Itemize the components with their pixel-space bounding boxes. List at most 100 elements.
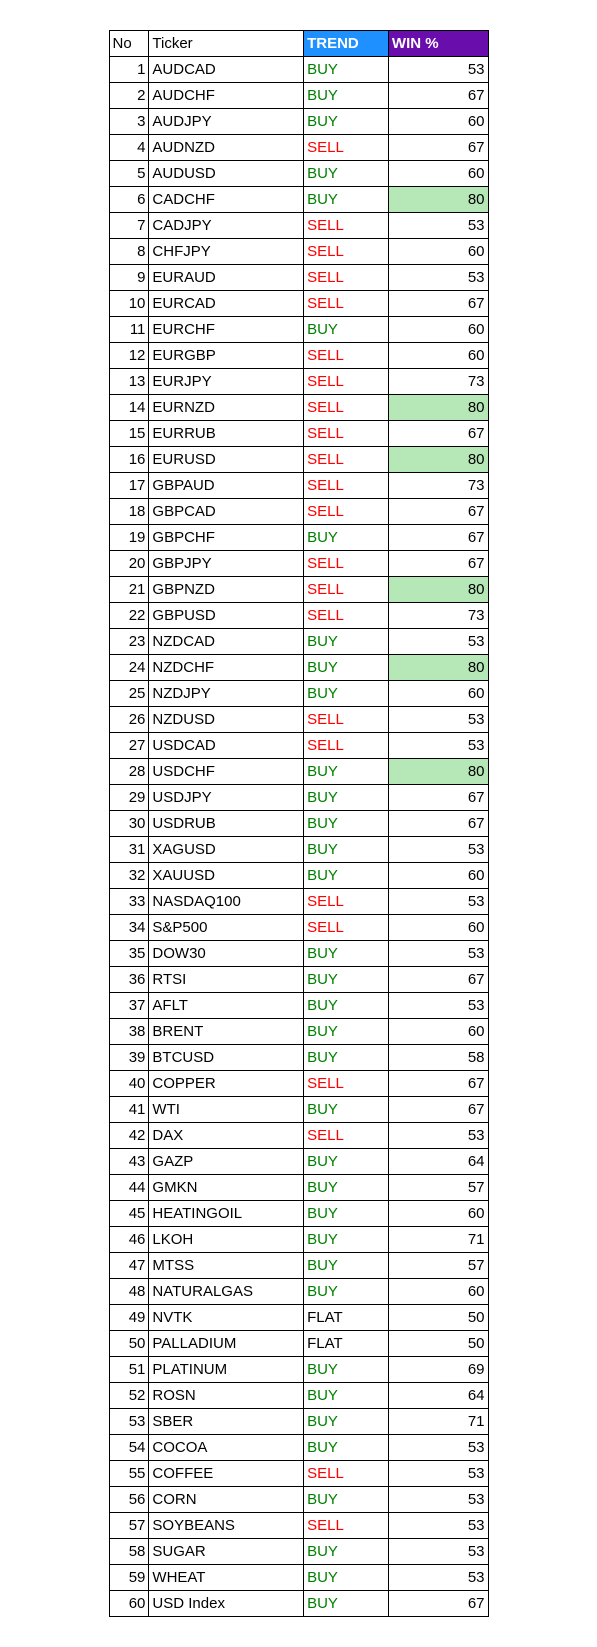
- cell-trend: SELL: [304, 577, 389, 603]
- cell-ticker: DAX: [149, 1123, 304, 1149]
- table-row: 41WTIBUY67: [109, 1097, 488, 1123]
- cell-no: 12: [109, 343, 149, 369]
- cell-no: 55: [109, 1461, 149, 1487]
- cell-ticker: MTSS: [149, 1253, 304, 1279]
- cell-win: 67: [388, 967, 488, 993]
- cell-no: 15: [109, 421, 149, 447]
- cell-win: 80: [388, 395, 488, 421]
- cell-ticker: EURCAD: [149, 291, 304, 317]
- cell-win: 67: [388, 1097, 488, 1123]
- cell-win: 53: [388, 941, 488, 967]
- cell-no: 31: [109, 837, 149, 863]
- cell-win: 60: [388, 1279, 488, 1305]
- cell-ticker: PALLADIUM: [149, 1331, 304, 1357]
- cell-trend: BUY: [304, 1279, 389, 1305]
- cell-trend: SELL: [304, 551, 389, 577]
- cell-no: 37: [109, 993, 149, 1019]
- cell-ticker: AUDCHF: [149, 83, 304, 109]
- cell-no: 25: [109, 681, 149, 707]
- cell-trend: SELL: [304, 603, 389, 629]
- table-row: 57SOYBEANSSELL53: [109, 1513, 488, 1539]
- cell-trend: FLAT: [304, 1331, 389, 1357]
- cell-ticker: BRENT: [149, 1019, 304, 1045]
- cell-no: 54: [109, 1435, 149, 1461]
- cell-no: 23: [109, 629, 149, 655]
- cell-trend: BUY: [304, 681, 389, 707]
- table-row: 10EURCADSELL67: [109, 291, 488, 317]
- cell-no: 60: [109, 1591, 149, 1617]
- table-row: 54COCOABUY53: [109, 1435, 488, 1461]
- cell-trend: BUY: [304, 1383, 389, 1409]
- cell-trend: SELL: [304, 1123, 389, 1149]
- cell-ticker: CHFJPY: [149, 239, 304, 265]
- cell-no: 24: [109, 655, 149, 681]
- cell-win: 80: [388, 577, 488, 603]
- table-row: 15EURRUBSELL67: [109, 421, 488, 447]
- cell-trend: SELL: [304, 265, 389, 291]
- cell-win: 53: [388, 733, 488, 759]
- cell-ticker: EURNZD: [149, 395, 304, 421]
- cell-win: 53: [388, 1539, 488, 1565]
- table-row: 59WHEATBUY53: [109, 1565, 488, 1591]
- table-row: 38BRENTBUY60: [109, 1019, 488, 1045]
- cell-ticker: ROSN: [149, 1383, 304, 1409]
- table-row: 48NATURALGASBUY60: [109, 1279, 488, 1305]
- cell-win: 53: [388, 993, 488, 1019]
- cell-win: 53: [388, 1565, 488, 1591]
- cell-trend: BUY: [304, 811, 389, 837]
- cell-trend: BUY: [304, 1409, 389, 1435]
- table-row: 24NZDCHFBUY80: [109, 655, 488, 681]
- cell-trend: BUY: [304, 837, 389, 863]
- table-row: 55COFFEESELL53: [109, 1461, 488, 1487]
- cell-ticker: XAGUSD: [149, 837, 304, 863]
- cell-win: 67: [388, 291, 488, 317]
- table-row: 31XAGUSDBUY53: [109, 837, 488, 863]
- table-row: 32XAUUSDBUY60: [109, 863, 488, 889]
- cell-win: 53: [388, 1487, 488, 1513]
- cell-trend: BUY: [304, 109, 389, 135]
- cell-ticker: GMKN: [149, 1175, 304, 1201]
- table-row: 16EURUSDSELL80: [109, 447, 488, 473]
- trend-table: No Ticker TREND WIN % 1AUDCADBUY532AUDCH…: [109, 30, 489, 1617]
- cell-win: 67: [388, 499, 488, 525]
- cell-win: 67: [388, 421, 488, 447]
- cell-win: 71: [388, 1227, 488, 1253]
- cell-no: 16: [109, 447, 149, 473]
- cell-no: 44: [109, 1175, 149, 1201]
- cell-trend: SELL: [304, 707, 389, 733]
- cell-ticker: CORN: [149, 1487, 304, 1513]
- cell-no: 32: [109, 863, 149, 889]
- table-row: 11EURCHFBUY60: [109, 317, 488, 343]
- cell-ticker: GBPCAD: [149, 499, 304, 525]
- cell-ticker: SOYBEANS: [149, 1513, 304, 1539]
- cell-ticker: USDCHF: [149, 759, 304, 785]
- cell-win: 67: [388, 525, 488, 551]
- cell-trend: BUY: [304, 1357, 389, 1383]
- table-row: 43GAZPBUY64: [109, 1149, 488, 1175]
- table-row: 44GMKNBUY57: [109, 1175, 488, 1201]
- cell-ticker: SBER: [149, 1409, 304, 1435]
- cell-ticker: GBPJPY: [149, 551, 304, 577]
- cell-no: 57: [109, 1513, 149, 1539]
- table-header-row: No Ticker TREND WIN %: [109, 31, 488, 57]
- cell-no: 53: [109, 1409, 149, 1435]
- cell-win: 69: [388, 1357, 488, 1383]
- cell-no: 42: [109, 1123, 149, 1149]
- cell-trend: BUY: [304, 525, 389, 551]
- cell-no: 8: [109, 239, 149, 265]
- cell-win: 53: [388, 629, 488, 655]
- cell-trend: SELL: [304, 1513, 389, 1539]
- cell-win: 60: [388, 109, 488, 135]
- cell-win: 60: [388, 239, 488, 265]
- table-row: 33NASDAQ100SELL53: [109, 889, 488, 915]
- cell-ticker: BTCUSD: [149, 1045, 304, 1071]
- cell-ticker: USDRUB: [149, 811, 304, 837]
- table-row: 45HEATINGOILBUY60: [109, 1201, 488, 1227]
- table-row: 25NZDJPYBUY60: [109, 681, 488, 707]
- cell-ticker: RTSI: [149, 967, 304, 993]
- cell-no: 26: [109, 707, 149, 733]
- cell-trend: SELL: [304, 421, 389, 447]
- cell-ticker: AFLT: [149, 993, 304, 1019]
- table-row: 40COPPERSELL67: [109, 1071, 488, 1097]
- cell-win: 67: [388, 811, 488, 837]
